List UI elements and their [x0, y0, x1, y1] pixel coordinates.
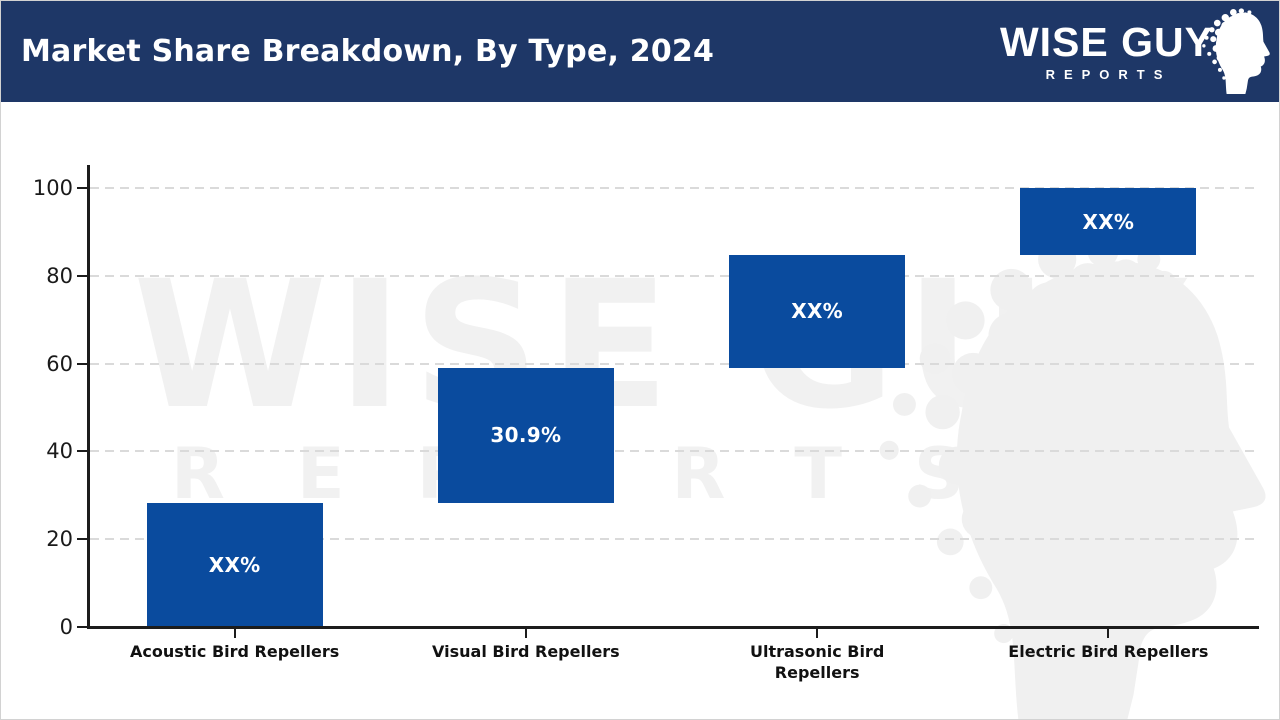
bar-value-label: XX%: [208, 553, 261, 578]
y-tick-mark: [77, 187, 87, 189]
logo-reports-label: REPORTS: [1045, 67, 1172, 82]
y-tick-mark: [77, 274, 87, 277]
category-label: Visual Bird Repellers: [432, 642, 620, 661]
category-label: Ultrasonic Bird Repellers: [749, 642, 885, 682]
x-axis-line: [87, 626, 1259, 629]
category-label: Acoustic Bird Repellers: [129, 642, 340, 661]
x-tick-mark: [816, 629, 819, 638]
bar-4: XX%: [1020, 188, 1197, 256]
gridline-60: [90, 362, 1255, 365]
watermark-face-dots: [879, 236, 1266, 719]
bar-value-label: XX%: [1082, 209, 1135, 234]
gridline-80: [90, 274, 1255, 277]
header-bar: Market Share Breakdown, By Type, 2024 WI…: [1, 1, 1279, 102]
y-tick-label: 60: [46, 351, 73, 376]
logo-text: WISE GUY REPORTS: [999, 19, 1213, 83]
gridline-20: [90, 538, 1255, 541]
logo-face-icon: [1202, 7, 1270, 94]
bar-value-label: XX%: [791, 299, 844, 324]
y-tick-label: 40: [46, 439, 73, 464]
y-tick-label: 80: [46, 263, 73, 288]
y-tick-mark: [77, 626, 87, 628]
wise-guy-reports-logo: WISE GUY REPORTS: [1000, 7, 1271, 97]
page-title: Market Share Breakdown, By Type, 2024: [21, 34, 715, 69]
category-label: Electric Bird Repellers: [1008, 642, 1209, 661]
y-tick-label: 100: [32, 176, 73, 200]
gridline-40: [90, 450, 1255, 453]
y-tick-label: 20: [46, 527, 73, 552]
y-tick-mark: [77, 362, 87, 365]
x-tick-mark: [524, 629, 527, 638]
x-tick-mark: [1107, 629, 1110, 638]
bar-1: XX%: [146, 503, 323, 627]
bar-value-label: 30.9%: [490, 423, 562, 448]
logo-wiseguy-label: WISE GUY: [999, 19, 1213, 65]
y-tick-label: 0: [59, 615, 73, 639]
bar-2: 30.9%: [437, 367, 614, 504]
y-axis-line: [87, 165, 90, 629]
gridline-100: [90, 187, 1255, 189]
x-tick-mark: [233, 629, 236, 638]
y-tick-mark: [77, 538, 87, 541]
y-tick-mark: [77, 450, 87, 453]
bar-3: XX%: [729, 255, 906, 368]
